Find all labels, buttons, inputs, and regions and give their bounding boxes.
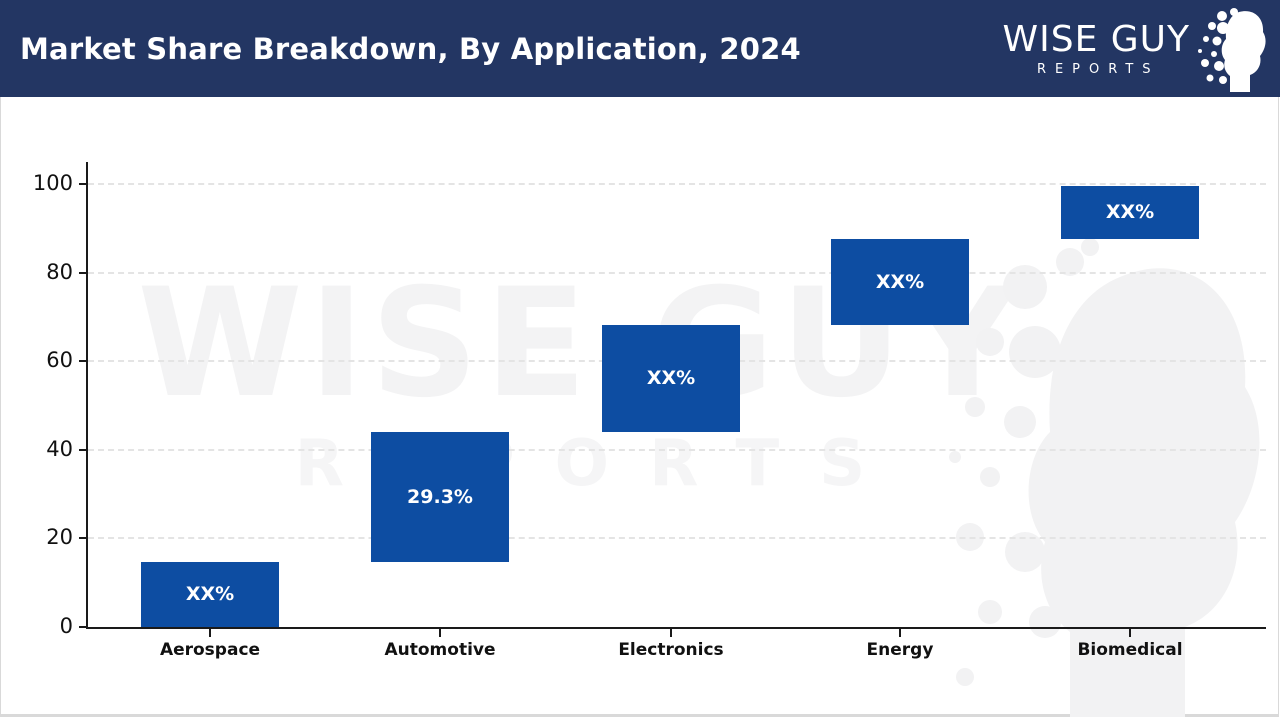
y-tick-label-60: 60 [46,348,73,373]
y-tick-20 [79,537,88,540]
bar-value-label-biomedical: XX% [1105,201,1155,224]
brand-logo: WISE GUY REPORTS [1003,6,1267,92]
x-tick-label-biomedical: Biomedical [1077,640,1183,660]
y-tick-label-40: 40 [46,436,73,461]
bar-value-label-aerospace: XX% [185,583,235,606]
x-tick-energy [899,629,901,637]
x-tick-label-electronics: Electronics [618,640,724,660]
y-tick-40 [79,448,88,451]
gridline-40 [88,448,1266,451]
bar-automotive: 29.3% [371,432,509,562]
x-tick-label-automotive: Automotive [384,640,496,660]
y-tick-0 [79,626,88,628]
bar-electronics: XX% [602,324,740,433]
y-tick-label-100: 100 [32,171,73,195]
x-tick-electronics [670,629,672,637]
x-tick-automotive [439,629,441,637]
brand-subname: REPORTS [1036,61,1160,77]
brand-logo-text: WISE GUY REPORTS [1002,18,1191,77]
bar-biomedical: XX% [1061,185,1199,239]
y-tick-100 [79,183,88,185]
y-tick-80 [79,271,88,274]
y-tick-60 [79,360,88,363]
bar-value-label-electronics: XX% [646,367,696,390]
x-tick-label-aerospace: Aerospace [159,640,261,660]
x-tick-aerospace [209,629,211,637]
x-tick-label-energy: Energy [866,640,934,660]
gridline-80 [88,271,1266,274]
page-title: Market Share Breakdown, By Application, … [20,31,801,66]
x-axis-line [86,627,1266,629]
y-tick-label-20: 20 [46,525,73,550]
bar-aerospace: XX% [141,561,279,627]
x-tick-biomedical [1129,629,1131,637]
y-axis-line [86,162,88,629]
header-bar: Market Share Breakdown, By Application, … [0,0,1280,97]
wise-guy-face-icon [1198,7,1266,92]
gridline-100 [88,183,1266,185]
bar-value-label-automotive: 29.3% [407,485,473,508]
gridline-20 [88,537,1266,540]
y-tick-label-0: 0 [59,614,73,638]
bar-value-label-energy: XX% [875,270,925,293]
brand-name: WISE GUY [1002,18,1190,60]
bar-energy: XX% [831,238,969,325]
y-tick-label-80: 80 [46,259,73,284]
